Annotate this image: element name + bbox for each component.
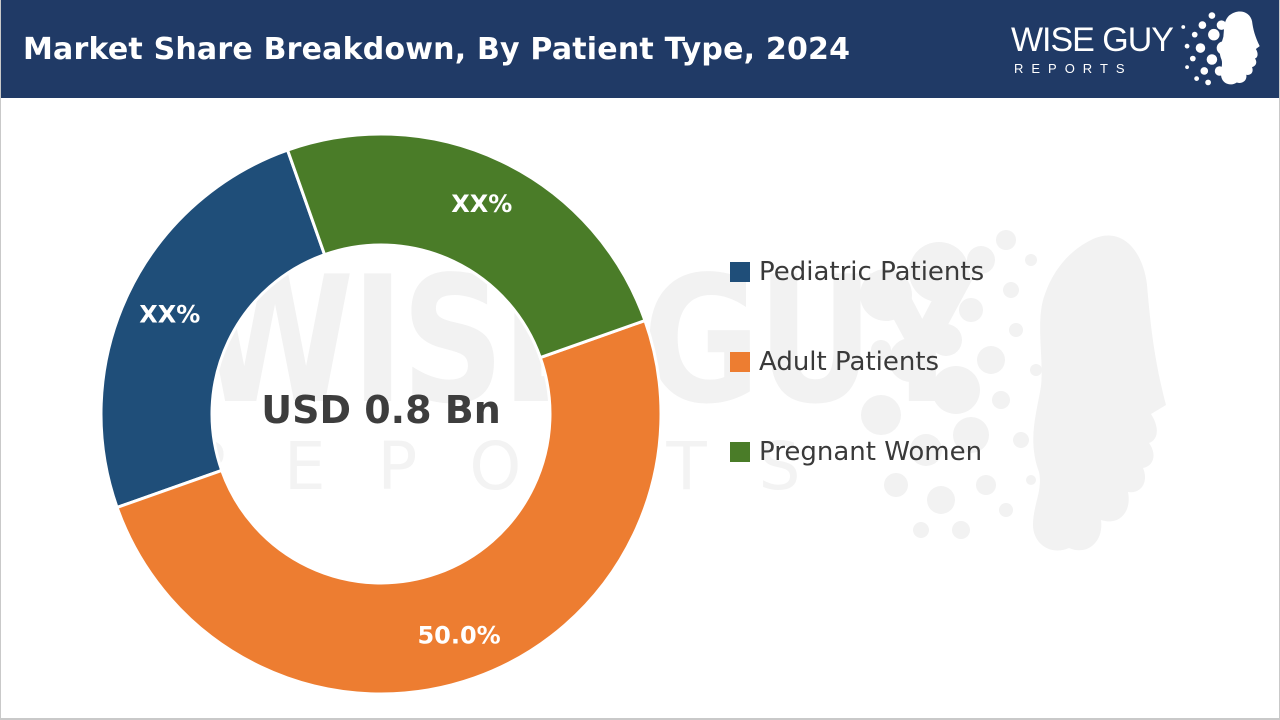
legend-label: Pediatric Patients <box>759 257 985 287</box>
brand-logo: WISE GUY REPORTS <box>1011 6 1267 92</box>
legend-label: Adult Patients <box>759 347 940 377</box>
legend-swatch-icon <box>730 262 750 282</box>
donut-slice-adult-patients <box>115 318 663 696</box>
logo-head-icon <box>1181 11 1260 86</box>
logo-reports-text: REPORTS <box>1013 61 1133 76</box>
logo-wordmark-line1: WISE GUY <box>1010 21 1174 59</box>
legend-label: Pregnant Women <box>759 437 983 467</box>
donut-chart: XX% 50.0% XX% USD 0.8 Bn <box>99 132 663 696</box>
donut-slice-pediatric-patients <box>99 148 327 510</box>
logo-wordmark: WISE GUY REPORTS <box>1010 21 1174 76</box>
legend-item-pediatric-patients: Pediatric Patients <box>730 252 984 292</box>
legend-swatch-icon <box>730 442 750 462</box>
header-bar: Market Share Breakdown, By Patient Type,… <box>1 0 1279 98</box>
page-title: Market Share Breakdown, By Patient Type,… <box>23 31 851 67</box>
donut-slice-pregnant-women <box>285 132 647 360</box>
center-value: USD 0.8 Bn <box>261 388 501 432</box>
watermark-head-icon <box>860 230 1166 551</box>
slice-label-adult-patients: 50.0% <box>417 622 500 650</box>
legend-item-adult-patients: Adult Patients <box>730 342 939 382</box>
slice-label-pediatric-patients: XX% <box>139 300 200 328</box>
slice-label-pregnant-women: XX% <box>451 190 512 218</box>
legend-swatch-icon <box>730 352 750 372</box>
legend-item-pregnant-women: Pregnant Women <box>730 432 982 472</box>
